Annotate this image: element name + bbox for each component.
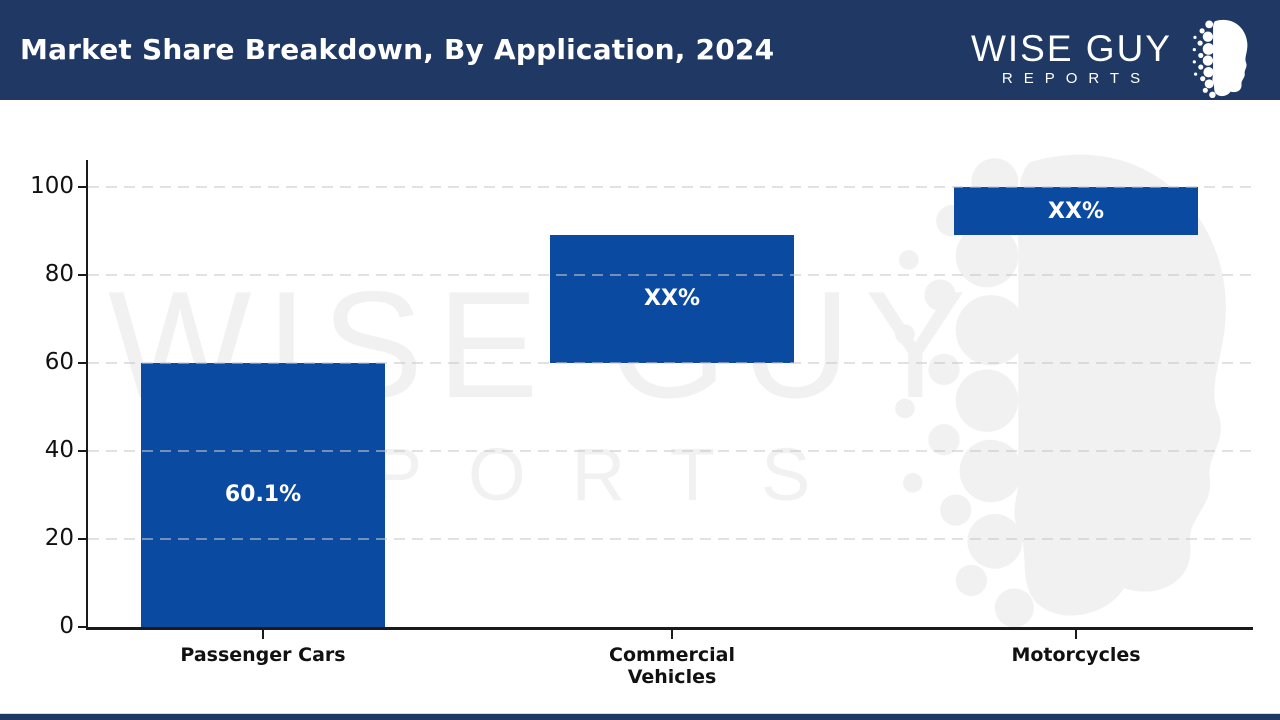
y-axis-tick — [78, 538, 86, 540]
gridline-100 — [88, 186, 1253, 188]
y-axis-tick — [78, 450, 86, 452]
wiseguy-head-icon — [1192, 19, 1248, 99]
bar-value-label: XX% — [1048, 198, 1104, 224]
y-axis-label: 80 — [44, 261, 74, 287]
x-axis-tick — [262, 630, 264, 639]
bar-value-label: XX% — [644, 286, 700, 312]
gridline-20 — [88, 538, 1253, 540]
y-axis-label: 60 — [44, 349, 74, 375]
y-axis-tick — [78, 274, 86, 276]
logo-brand-top: WISE GUY — [970, 28, 1172, 69]
chart-title: Market Share Breakdown, By Application, … — [20, 33, 775, 66]
x-axis-label-passenger-cars: Passenger Cars — [180, 644, 346, 666]
bar-motorcycles: XX% — [954, 187, 1198, 236]
x-axis-tick — [671, 630, 673, 639]
x-axis-label-motorcycles: Motorcycles — [1011, 644, 1141, 666]
logo-brand-bottom: REPORTS — [1001, 70, 1152, 87]
gridline-60 — [88, 362, 1253, 364]
y-axis-label: 100 — [30, 173, 74, 199]
header-band: Market Share Breakdown, By Application, … — [0, 0, 1280, 100]
y-axis-line — [86, 160, 88, 630]
plot-area: 60.1% XX% XX% 0 20 40 60 80 100 Passenger Cars Com… — [0, 100, 1280, 714]
y-axis-tick — [78, 186, 86, 188]
watermark-head-icon — [895, 154, 1226, 628]
y-axis-label: 40 — [44, 437, 74, 463]
x-axis-label-commercial-vehicles: Commercial Vehicles — [609, 644, 735, 688]
bar-commercial-vehicles: XX% — [550, 235, 794, 363]
y-axis-label: 0 — [59, 613, 74, 639]
wiseguy-logo: WISE GUY REPORTS — [971, 16, 1254, 100]
bar-value-label: 60.1% — [224, 482, 302, 508]
gridline-80 — [88, 274, 1253, 276]
y-axis-tick — [78, 362, 86, 364]
bar-passenger-cars: 60.1% — [141, 362, 385, 627]
wiseguy-logo-text: WISE GUY REPORTS — [970, 28, 1172, 88]
x-axis-tick — [1075, 630, 1077, 639]
gridline-40 — [88, 450, 1253, 452]
footer-band — [0, 713, 1280, 720]
y-axis-label: 20 — [44, 525, 74, 551]
x-axis-line — [86, 627, 1253, 630]
y-axis-tick — [78, 626, 86, 628]
